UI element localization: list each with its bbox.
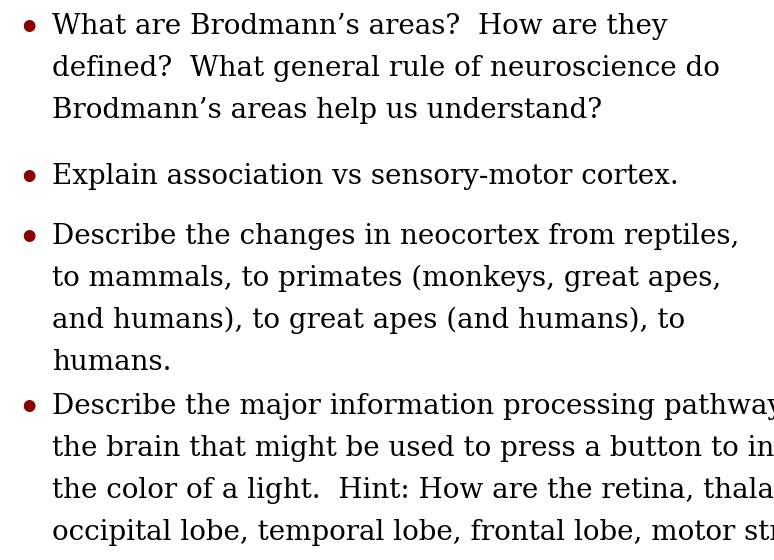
Text: the color of a light.  Hint: How are the retina, thalamus,: the color of a light. Hint: How are the … [52,477,774,504]
Text: •: • [18,161,39,194]
Text: Describe the changes in neocortex from reptiles,: Describe the changes in neocortex from r… [52,223,739,250]
Text: •: • [18,391,39,424]
Text: and humans), to great apes (and humans), to: and humans), to great apes (and humans),… [52,307,685,334]
Text: •: • [18,222,39,254]
Text: defined?  What general rule of neuroscience do: defined? What general rule of neuroscien… [52,55,720,82]
Text: What are Brodmann’s areas?  How are they: What are Brodmann’s areas? How are they [52,13,667,40]
Text: •: • [18,12,39,44]
Text: the brain that might be used to press a button to indicate: the brain that might be used to press a … [52,435,774,462]
Text: to mammals, to primates (monkeys, great apes,: to mammals, to primates (monkeys, great … [52,265,721,292]
Text: Describe the major information processing pathways in: Describe the major information processin… [52,393,774,420]
Text: occipital lobe, temporal lobe, frontal lobe, motor strip, and: occipital lobe, temporal lobe, frontal l… [52,519,774,546]
Text: humans.: humans. [52,349,172,376]
Text: Brodmann’s areas help us understand?: Brodmann’s areas help us understand? [52,97,602,124]
Text: Explain association vs sensory-motor cortex.: Explain association vs sensory-motor cor… [52,163,679,190]
